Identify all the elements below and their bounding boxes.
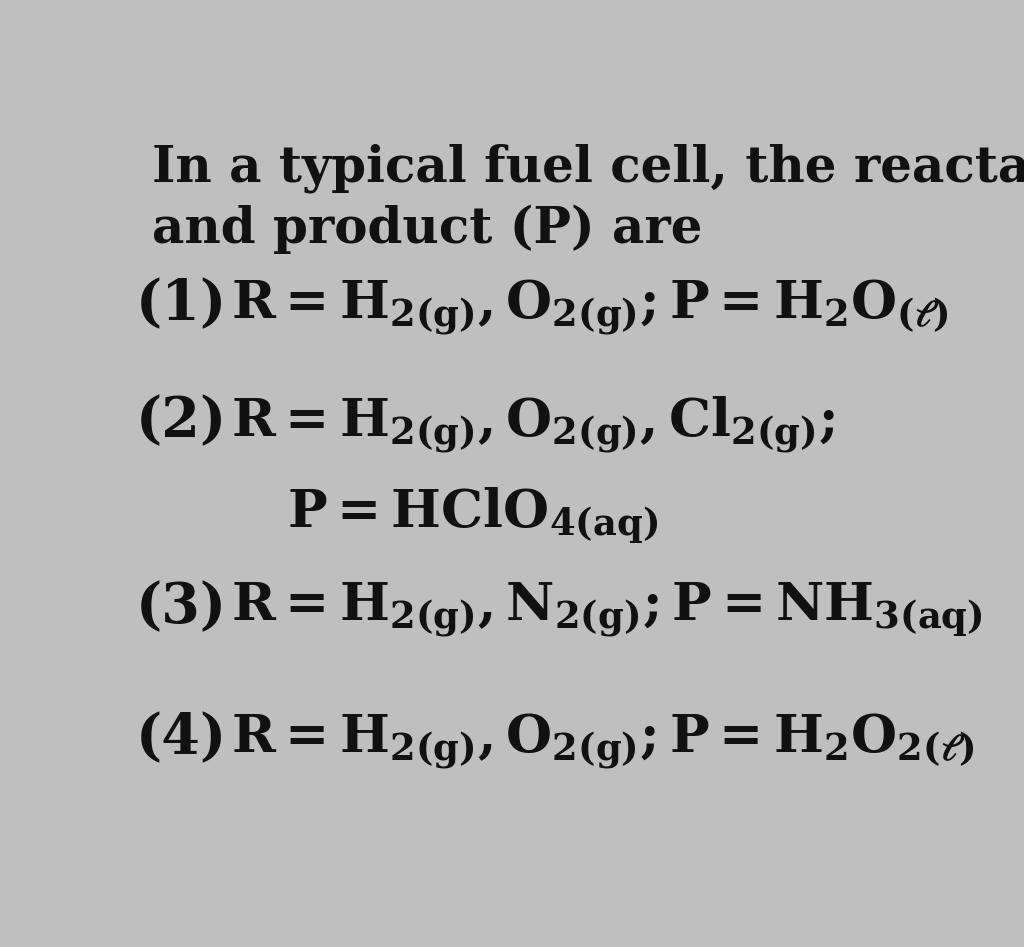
Text: (3): (3)	[136, 581, 227, 635]
Text: $\mathbf{P = HClO}_{\mathbf{4(aq)}}$: $\mathbf{P = HClO}_{\mathbf{4(aq)}}$	[287, 486, 657, 545]
Text: (1): (1)	[136, 277, 227, 332]
Text: (2): (2)	[136, 394, 227, 450]
Text: $\mathbf{R = H}_{\mathbf{2(g)}}\mathbf{, O}_{\mathbf{2(g)}}\mathbf{, Cl}_{\mathb: $\mathbf{R = H}_{\mathbf{2(g)}}\mathbf{,…	[231, 394, 836, 456]
Text: $\mathbf{R = H}_{\mathbf{2(g)}}\mathbf{, N}_{\mathbf{2(g)}}\mathbf{; P = NH}_{\m: $\mathbf{R = H}_{\mathbf{2(g)}}\mathbf{,…	[231, 581, 983, 639]
Text: (4): (4)	[136, 711, 227, 766]
Text: $\mathbf{R = H}_{\mathbf{2(g)}}\mathbf{, O}_{\mathbf{2(g)}}\mathbf{; P = H_2O_{(: $\mathbf{R = H}_{\mathbf{2(g)}}\mathbf{,…	[231, 277, 949, 337]
Text: and product (P) are: and product (P) are	[152, 205, 702, 255]
Text: In a typical fuel cell, the reactants (R): In a typical fuel cell, the reactants (R…	[152, 143, 1024, 193]
Text: $\mathbf{R = H}_{\mathbf{2(g)}}\mathbf{, O}_{\mathbf{2(g)}}\mathbf{; P = H_2O}_{: $\mathbf{R = H}_{\mathbf{2(g)}}\mathbf{,…	[231, 711, 975, 771]
